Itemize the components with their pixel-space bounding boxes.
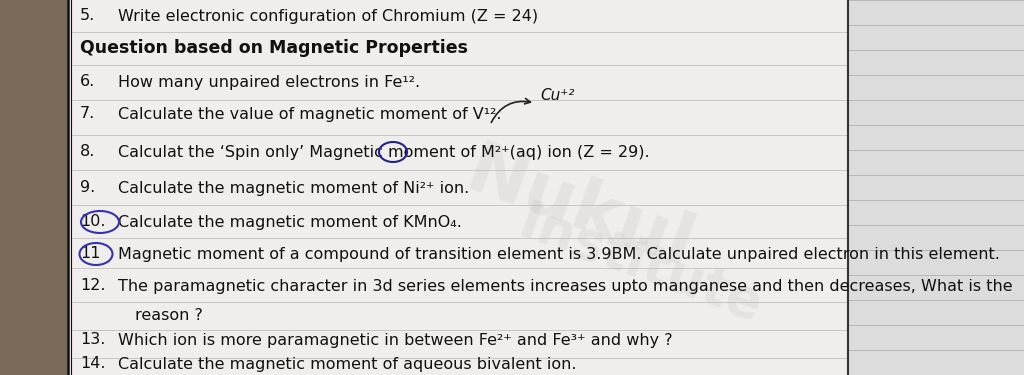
Text: How many unpaired electrons in Fe¹².: How many unpaired electrons in Fe¹². xyxy=(118,75,420,90)
Text: Calculate the magnetic moment of aqueous bivalent ion.: Calculate the magnetic moment of aqueous… xyxy=(118,357,577,372)
Text: Which ion is more paramagnetic in between Fe²⁺ and Fe³⁺ and why ?: Which ion is more paramagnetic in betwee… xyxy=(118,333,673,348)
Text: 10.: 10. xyxy=(80,214,105,230)
Text: 8.: 8. xyxy=(80,144,95,159)
Text: 6.: 6. xyxy=(80,75,95,90)
Text: Magnetic moment of a compound of transition element is 3.9BM. Calculate unpaired: Magnetic moment of a compound of transit… xyxy=(118,246,999,261)
Text: 9.: 9. xyxy=(80,180,95,195)
Text: 14.: 14. xyxy=(80,357,105,372)
Text: Question based on Magnetic Properties: Question based on Magnetic Properties xyxy=(80,39,468,57)
Text: 13.: 13. xyxy=(80,333,105,348)
Bar xyxy=(848,0,1024,375)
Text: Cu⁺²: Cu⁺² xyxy=(540,87,574,102)
Text: Nukul: Nukul xyxy=(457,137,702,283)
Text: Institute: Institute xyxy=(511,197,769,333)
Text: Calculat the ‘Spin only’ Magnetic moment of M²⁺(aq) ion (Z = 29).: Calculat the ‘Spin only’ Magnetic moment… xyxy=(118,144,649,159)
Text: The paramagnetic character in 3d series elements increases upto manganese and th: The paramagnetic character in 3d series … xyxy=(118,279,1013,294)
Text: 5.: 5. xyxy=(80,9,95,24)
Text: 7.: 7. xyxy=(80,106,95,122)
Text: Calculate the value of magnetic moment of V¹².: Calculate the value of magnetic moment o… xyxy=(118,106,502,122)
Text: 12.: 12. xyxy=(80,279,105,294)
Text: reason ?: reason ? xyxy=(135,309,203,324)
Bar xyxy=(0,0,68,375)
Text: Write electronic configuration of Chromium (Z = 24): Write electronic configuration of Chromi… xyxy=(118,9,539,24)
Text: Calculate the magnetic moment of KMnO₄.: Calculate the magnetic moment of KMnO₄. xyxy=(118,214,462,230)
Text: 11: 11 xyxy=(80,246,100,261)
Text: Calculate the magnetic moment of Ni²⁺ ion.: Calculate the magnetic moment of Ni²⁺ io… xyxy=(118,180,469,195)
FancyBboxPatch shape xyxy=(68,0,938,375)
